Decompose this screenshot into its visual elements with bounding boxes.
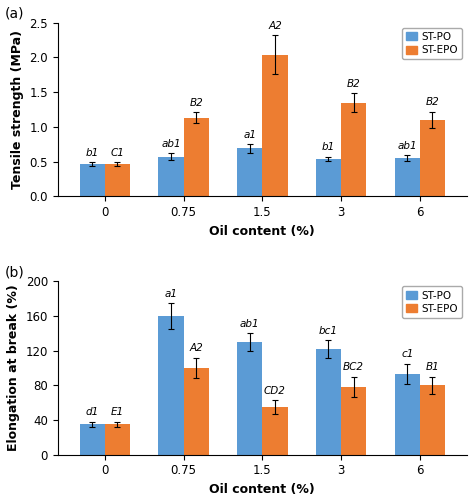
Bar bbox=[158, 316, 183, 455]
Bar bbox=[183, 368, 209, 455]
Text: A2: A2 bbox=[268, 21, 282, 31]
Bar bbox=[395, 158, 420, 196]
Bar bbox=[262, 407, 288, 455]
Text: A2: A2 bbox=[189, 343, 203, 353]
Text: (a): (a) bbox=[4, 7, 24, 21]
Bar bbox=[80, 425, 105, 455]
Text: B1: B1 bbox=[426, 362, 439, 372]
Bar bbox=[105, 425, 130, 455]
Bar bbox=[341, 387, 366, 455]
Text: a1: a1 bbox=[164, 289, 177, 298]
Text: B2: B2 bbox=[347, 78, 361, 89]
Text: ab1: ab1 bbox=[240, 319, 260, 329]
Text: bc1: bc1 bbox=[319, 326, 338, 336]
Text: ab1: ab1 bbox=[397, 141, 417, 151]
Text: B2: B2 bbox=[426, 97, 439, 107]
Bar bbox=[158, 157, 183, 196]
Bar bbox=[395, 374, 420, 455]
Legend: ST-PO, ST-EPO: ST-PO, ST-EPO bbox=[402, 286, 462, 318]
Text: ab1: ab1 bbox=[161, 139, 181, 149]
X-axis label: Oil content (%): Oil content (%) bbox=[210, 225, 315, 237]
Text: b1: b1 bbox=[322, 142, 335, 152]
Bar bbox=[420, 385, 445, 455]
Text: b1: b1 bbox=[86, 148, 99, 158]
Text: a1: a1 bbox=[243, 130, 256, 140]
Text: E1: E1 bbox=[111, 407, 124, 417]
Bar bbox=[105, 164, 130, 196]
Bar bbox=[262, 55, 288, 196]
Bar bbox=[316, 349, 341, 455]
Y-axis label: Elongation at break (%): Elongation at break (%) bbox=[7, 285, 20, 451]
Bar bbox=[237, 342, 262, 455]
Bar bbox=[237, 148, 262, 196]
Text: C1: C1 bbox=[110, 148, 124, 158]
Bar bbox=[183, 118, 209, 196]
Text: (b): (b) bbox=[4, 266, 24, 279]
Text: c1: c1 bbox=[401, 349, 413, 359]
Y-axis label: Tensile strength (MPa): Tensile strength (MPa) bbox=[11, 30, 24, 189]
Text: BC2: BC2 bbox=[343, 362, 364, 372]
Bar bbox=[420, 120, 445, 196]
Bar bbox=[341, 103, 366, 196]
Bar bbox=[316, 159, 341, 196]
Text: d1: d1 bbox=[86, 407, 99, 417]
Legend: ST-PO, ST-EPO: ST-PO, ST-EPO bbox=[402, 28, 462, 59]
X-axis label: Oil content (%): Oil content (%) bbox=[210, 483, 315, 496]
Text: CD2: CD2 bbox=[264, 386, 286, 396]
Text: B2: B2 bbox=[189, 98, 203, 108]
Bar bbox=[80, 164, 105, 196]
